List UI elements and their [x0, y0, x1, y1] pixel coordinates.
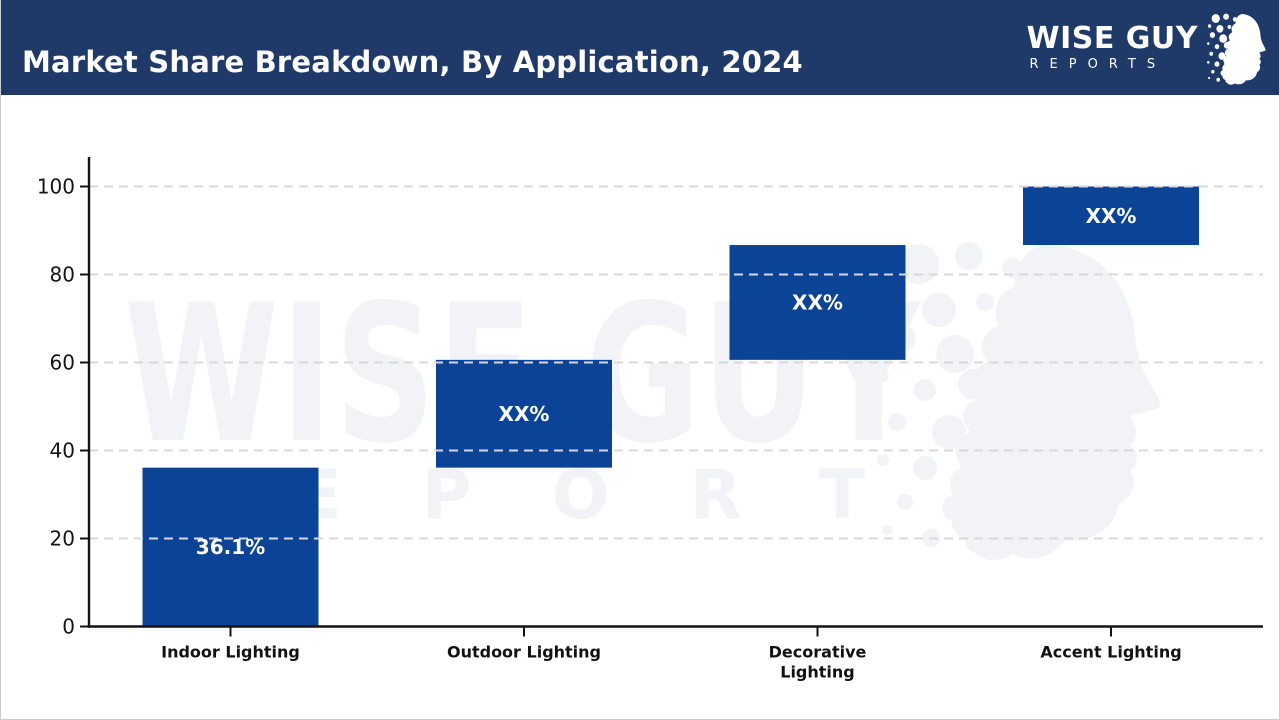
logo-subtext: REPORTS: [1029, 57, 1167, 72]
bar-4: [1023, 186, 1199, 246]
y-tick-label: 20: [50, 527, 75, 551]
y-tick-label: 40: [50, 439, 75, 463]
y-tick-label: 0: [62, 615, 75, 639]
bar-1: [142, 467, 319, 627]
x-tick-label: Accent Lighting: [1040, 643, 1181, 662]
y-tick-label: 100: [37, 175, 75, 199]
watermark-wordmark: WISE GUY: [124, 264, 921, 485]
bar-value-label: XX%: [1086, 204, 1137, 228]
header-bar: Market Share Breakdown, By Application, …: [1, 0, 1279, 95]
x-tick-label: Outdoor Lighting: [447, 643, 601, 662]
bar-3: [729, 245, 906, 360]
bar-value-label: XX%: [499, 402, 550, 426]
watermark-head-icon: [867, 226, 1167, 566]
x-tick-label: Indoor Lighting: [161, 643, 300, 662]
wise-guy-logo: WISE GUY REPORTS: [1026, 0, 1267, 95]
y-tick-label: 60: [50, 351, 75, 375]
bar-value-label: 36.1%: [196, 535, 265, 559]
logo-wordmark: WISE GUY: [1026, 21, 1198, 56]
logo-head-icon: [1205, 10, 1267, 86]
watermark-subtext: REPORTS: [163, 456, 1075, 535]
bar-value-label: XX%: [792, 290, 843, 314]
chart-title: Market Share Breakdown, By Application, …: [22, 45, 803, 79]
x-tick-label: Decorative Lighting: [769, 643, 867, 682]
bar-2: [436, 359, 612, 468]
y-tick-label: 80: [50, 263, 75, 287]
